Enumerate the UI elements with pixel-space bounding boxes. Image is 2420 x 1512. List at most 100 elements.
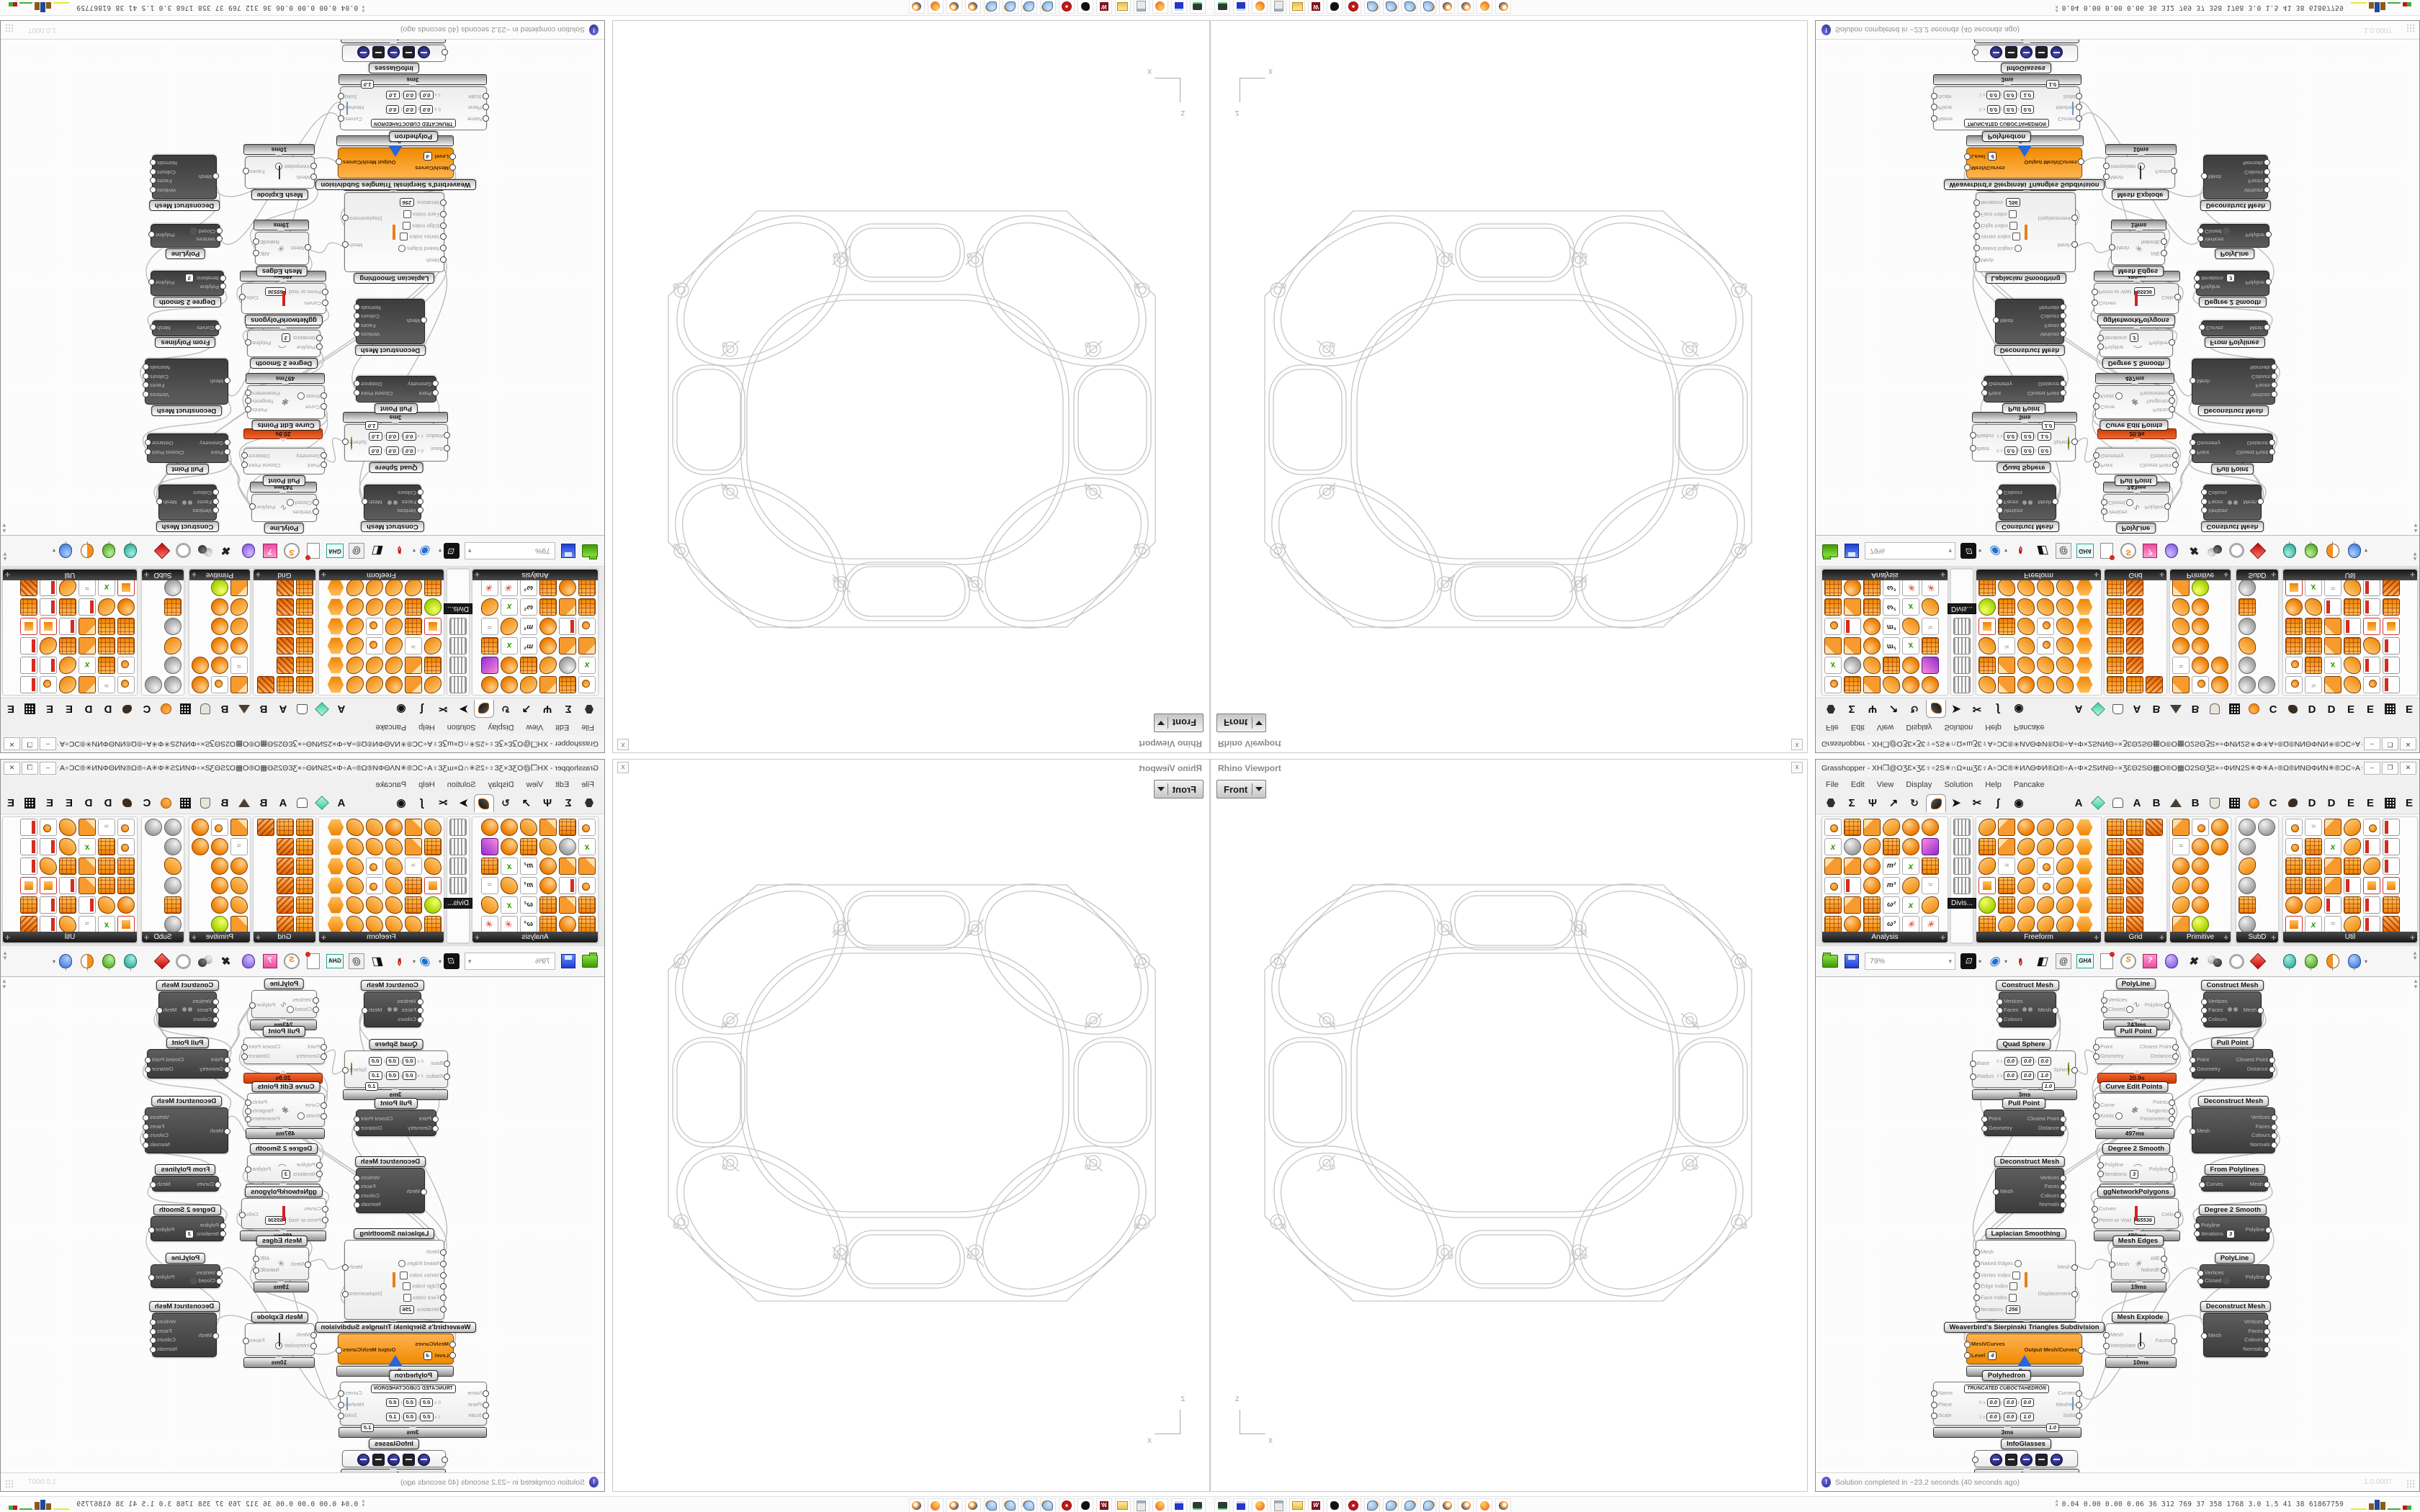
component-icon[interactable] bbox=[2037, 598, 2054, 616]
input-port[interactable] bbox=[1981, 1125, 1988, 1132]
remote-at-icon[interactable]: @ bbox=[348, 542, 365, 559]
output-port[interactable] bbox=[2071, 1264, 2078, 1271]
component-icon[interactable] bbox=[346, 637, 364, 654]
component-icon[interactable] bbox=[1844, 819, 1861, 836]
plane-value[interactable]: 0.0 bbox=[369, 446, 382, 455]
component-icon[interactable] bbox=[2056, 819, 2074, 836]
output-port[interactable] bbox=[2264, 168, 2270, 175]
sketch-pen-icon[interactable]: ✒ bbox=[2012, 953, 2029, 970]
panel-label-primitive[interactable]: Primitive bbox=[189, 932, 250, 942]
component-icon[interactable] bbox=[327, 579, 344, 596]
component-icon[interactable] bbox=[40, 877, 57, 894]
node-dm3[interactable]: Mesh Vertices Faces Colours Normals bbox=[2201, 1313, 2270, 1357]
input-port[interactable] bbox=[1973, 1272, 1980, 1279]
input-port[interactable] bbox=[2194, 283, 2200, 290]
component-icon[interactable]: ≈ bbox=[79, 916, 96, 933]
input-port[interactable] bbox=[2190, 1128, 2196, 1135]
donut-icon[interactable] bbox=[2228, 542, 2245, 559]
maximize-button[interactable]: ❐ bbox=[22, 762, 38, 775]
balloon-blue-icon[interactable] bbox=[2346, 542, 2363, 559]
component-icon[interactable] bbox=[2324, 819, 2341, 836]
component-icon[interactable] bbox=[59, 579, 76, 596]
component-icon[interactable] bbox=[98, 877, 115, 894]
component-icon[interactable] bbox=[2017, 838, 2035, 855]
node-me[interactable]: Mesh AllE NakedE ✳ bbox=[2109, 1247, 2167, 1280]
node-pp3[interactable]: Point Geometry Closest Point Distance bbox=[1981, 376, 2066, 402]
component-icon[interactable] bbox=[79, 858, 96, 875]
output-port[interactable] bbox=[241, 1044, 248, 1051]
component-icon[interactable] bbox=[1953, 676, 1971, 693]
component-icon[interactable] bbox=[1844, 858, 1861, 875]
component-icon[interactable] bbox=[2238, 858, 2256, 875]
output-port[interactable] bbox=[2076, 1390, 2082, 1398]
component-icon[interactable]: x bbox=[98, 579, 115, 596]
input-port[interactable] bbox=[1973, 210, 1980, 217]
gha-assembly-icon[interactable]: GHA bbox=[2076, 953, 2094, 970]
component-icon[interactable] bbox=[2285, 858, 2303, 875]
component-icon[interactable] bbox=[366, 676, 383, 693]
component-icon[interactable]: ω² bbox=[520, 896, 537, 914]
component-icon[interactable] bbox=[366, 877, 383, 894]
output-port[interactable] bbox=[2071, 1067, 2078, 1074]
component-icon[interactable] bbox=[2056, 657, 2074, 674]
winrar-icon[interactable]: W bbox=[1308, 0, 1324, 14]
document-icon[interactable] bbox=[305, 542, 322, 559]
component-icon[interactable] bbox=[296, 896, 313, 914]
plugin-tab-glove[interactable] bbox=[2108, 794, 2127, 811]
output-port[interactable] bbox=[148, 1226, 155, 1233]
output-port[interactable] bbox=[150, 1319, 156, 1326]
output-port[interactable] bbox=[2060, 1184, 2066, 1191]
value-box[interactable]: 4 bbox=[1988, 1351, 1997, 1360]
output-port[interactable] bbox=[2161, 249, 2167, 256]
component-icon[interactable] bbox=[40, 598, 57, 616]
component-icon[interactable] bbox=[1978, 819, 1996, 836]
component-icon[interactable] bbox=[230, 637, 248, 654]
input-port[interactable] bbox=[212, 498, 219, 505]
component-icon[interactable] bbox=[2107, 579, 2124, 596]
plugin-tab-grid[interactable] bbox=[176, 701, 195, 718]
output-port[interactable] bbox=[245, 1107, 251, 1115]
checkbox[interactable] bbox=[400, 1271, 408, 1279]
component-icon[interactable] bbox=[405, 819, 422, 836]
component-icon[interactable] bbox=[481, 896, 498, 914]
component-icon[interactable] bbox=[327, 598, 344, 616]
component-icon[interactable] bbox=[481, 657, 498, 674]
component-icon[interactable] bbox=[1863, 618, 1881, 635]
overflow-chevron-icon[interactable]: ∧ ∧ bbox=[2055, 4, 2058, 12]
input-port[interactable] bbox=[1964, 1341, 1971, 1349]
gimp-icon[interactable] bbox=[1077, 1498, 1093, 1512]
component-icon[interactable]: ✳ bbox=[1922, 916, 1939, 933]
component-icon[interactable] bbox=[405, 579, 422, 596]
input-port[interactable] bbox=[321, 1102, 327, 1109]
plugin-tab-glove[interactable] bbox=[293, 701, 312, 718]
node-pl1[interactable]: Vertices Closed Polyline ∿ bbox=[249, 494, 319, 522]
plugin-tab-b[interactable]: B bbox=[2191, 796, 2200, 809]
component-icon[interactable] bbox=[164, 637, 182, 654]
component-icon[interactable] bbox=[2172, 676, 2190, 693]
krita-icon[interactable] bbox=[984, 0, 1000, 14]
component-icon[interactable] bbox=[2363, 676, 2380, 693]
plane-value[interactable]: 0.0 bbox=[2020, 1071, 2035, 1080]
component-icon[interactable] bbox=[366, 896, 383, 914]
output-port[interactable] bbox=[150, 324, 156, 330]
component-icon[interactable] bbox=[2017, 877, 2035, 894]
save-file-icon[interactable] bbox=[560, 542, 577, 559]
component-icon[interactable] bbox=[2172, 819, 2190, 836]
plane-value[interactable]: 1.0 bbox=[369, 1071, 382, 1080]
component-icon[interactable] bbox=[59, 618, 76, 635]
component-icon[interactable] bbox=[117, 858, 135, 875]
balloon-green-icon[interactable] bbox=[100, 542, 117, 559]
balloon-teal-icon[interactable] bbox=[122, 953, 139, 970]
component-icon[interactable] bbox=[2172, 916, 2190, 933]
node-pp1[interactable]: Point Geometry Closest Point Distance bbox=[241, 448, 327, 474]
input-port[interactable] bbox=[1973, 245, 1980, 252]
component-icon[interactable] bbox=[2037, 916, 2054, 933]
plane-value[interactable]: 0.0 bbox=[420, 1413, 434, 1421]
component-icon[interactable] bbox=[1922, 637, 1939, 654]
component-icon[interactable] bbox=[2107, 637, 2124, 654]
component-icon[interactable] bbox=[1922, 657, 1939, 674]
balloon-half-icon[interactable] bbox=[2324, 953, 2341, 971]
component-icon[interactable] bbox=[277, 916, 294, 933]
document-icon[interactable] bbox=[2098, 952, 2115, 970]
menu-item-display[interactable]: Display bbox=[1906, 723, 1932, 732]
